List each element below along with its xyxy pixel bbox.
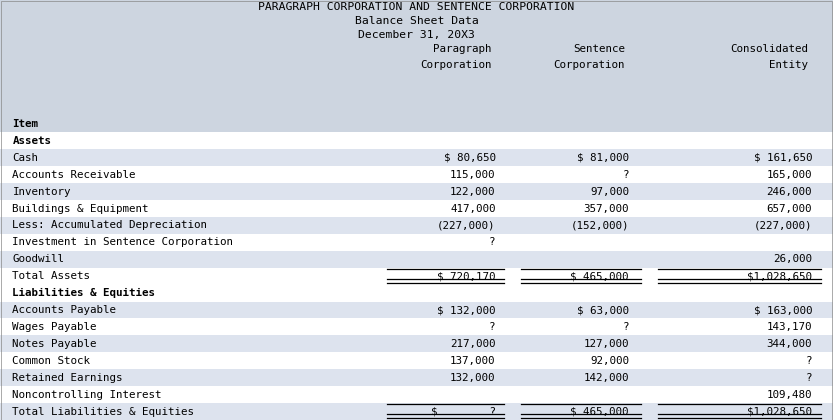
Text: ?: ?: [806, 356, 812, 366]
Text: $1,028,650: $1,028,650: [747, 271, 812, 281]
Text: Notes Payable: Notes Payable: [12, 339, 97, 349]
Text: ?: ?: [489, 237, 496, 247]
Bar: [0, 386, 833, 403]
Bar: [0, 403, 833, 420]
Text: Goodwill: Goodwill: [12, 254, 64, 264]
Text: Total Assets: Total Assets: [12, 271, 91, 281]
Text: $ 465,000: $ 465,000: [571, 271, 629, 281]
Text: 417,000: 417,000: [450, 204, 496, 213]
Text: $ 720,170: $ 720,170: [437, 271, 496, 281]
Text: (227,000): (227,000): [754, 220, 812, 231]
Text: PARAGRAPH CORPORATION AND SENTENCE CORPORATION: PARAGRAPH CORPORATION AND SENTENCE CORPO…: [258, 2, 575, 12]
Text: Common Stock: Common Stock: [12, 356, 91, 366]
Text: 122,000: 122,000: [450, 186, 496, 197]
Bar: [0, 200, 833, 217]
Text: 143,170: 143,170: [766, 322, 812, 332]
Bar: [0, 150, 833, 166]
Text: 217,000: 217,000: [450, 339, 496, 349]
Text: 657,000: 657,000: [766, 204, 812, 213]
Text: ?: ?: [806, 373, 812, 383]
Text: 132,000: 132,000: [450, 373, 496, 383]
Text: 115,000: 115,000: [450, 170, 496, 180]
Text: $ 132,000: $ 132,000: [437, 305, 496, 315]
Bar: [0, 166, 833, 183]
Text: 344,000: 344,000: [766, 339, 812, 349]
Text: 109,480: 109,480: [766, 390, 812, 399]
Text: Total Liabilities & Equities: Total Liabilities & Equities: [12, 407, 194, 417]
Text: $ 161,650: $ 161,650: [754, 153, 812, 163]
Bar: [0, 0, 833, 116]
Text: Wages Payable: Wages Payable: [12, 322, 97, 332]
Text: Investment in Sentence Corporation: Investment in Sentence Corporation: [12, 237, 233, 247]
Text: Accounts Payable: Accounts Payable: [12, 305, 117, 315]
Bar: [0, 268, 833, 285]
Text: (152,000): (152,000): [571, 220, 629, 231]
Text: December 31, 20X3: December 31, 20X3: [358, 30, 475, 40]
Bar: [0, 369, 833, 386]
Text: $ 81,000: $ 81,000: [577, 153, 629, 163]
Text: Entity: Entity: [769, 60, 808, 70]
Text: $ 80,650: $ 80,650: [444, 153, 496, 163]
Bar: [0, 318, 833, 336]
Text: 137,000: 137,000: [450, 356, 496, 366]
Text: 127,000: 127,000: [583, 339, 629, 349]
Bar: [0, 302, 833, 318]
Text: Balance Sheet Data: Balance Sheet Data: [355, 16, 478, 26]
Bar: [0, 116, 833, 132]
Text: Less: Accumulated Depreciation: Less: Accumulated Depreciation: [12, 220, 207, 231]
Text: ?: ?: [622, 322, 629, 332]
Text: Liabilities & Equities: Liabilities & Equities: [12, 288, 156, 298]
Text: Item: Item: [12, 119, 38, 129]
Text: Corporation: Corporation: [553, 60, 625, 70]
Text: Corporation: Corporation: [420, 60, 491, 70]
Bar: [0, 336, 833, 352]
Text: $        ?: $ ?: [431, 407, 496, 417]
Text: 357,000: 357,000: [583, 204, 629, 213]
Text: $ 465,000: $ 465,000: [571, 407, 629, 417]
Bar: [0, 183, 833, 200]
Text: Inventory: Inventory: [12, 186, 71, 197]
Text: 165,000: 165,000: [766, 170, 812, 180]
Text: $ 163,000: $ 163,000: [754, 305, 812, 315]
Text: ?: ?: [622, 170, 629, 180]
Text: $ 63,000: $ 63,000: [577, 305, 629, 315]
Text: 92,000: 92,000: [590, 356, 629, 366]
Bar: [0, 251, 833, 268]
Text: Accounts Receivable: Accounts Receivable: [12, 170, 136, 180]
Bar: [0, 132, 833, 150]
Bar: [0, 217, 833, 234]
Bar: [0, 352, 833, 369]
Text: Buildings & Equipment: Buildings & Equipment: [12, 204, 149, 213]
Text: $1,028,650: $1,028,650: [747, 407, 812, 417]
Text: Sentence: Sentence: [573, 44, 625, 54]
Bar: [0, 234, 833, 251]
Text: ?: ?: [489, 322, 496, 332]
Text: Consolidated: Consolidated: [730, 44, 808, 54]
Text: 246,000: 246,000: [766, 186, 812, 197]
Text: 26,000: 26,000: [773, 254, 812, 264]
Bar: [0, 285, 833, 302]
Text: 97,000: 97,000: [590, 186, 629, 197]
Text: Cash: Cash: [12, 153, 38, 163]
Text: Noncontrolling Interest: Noncontrolling Interest: [12, 390, 162, 399]
Text: Assets: Assets: [12, 136, 52, 146]
Text: Paragraph: Paragraph: [433, 44, 491, 54]
Text: Retained Earnings: Retained Earnings: [12, 373, 123, 383]
Text: (227,000): (227,000): [437, 220, 496, 231]
Text: 142,000: 142,000: [583, 373, 629, 383]
